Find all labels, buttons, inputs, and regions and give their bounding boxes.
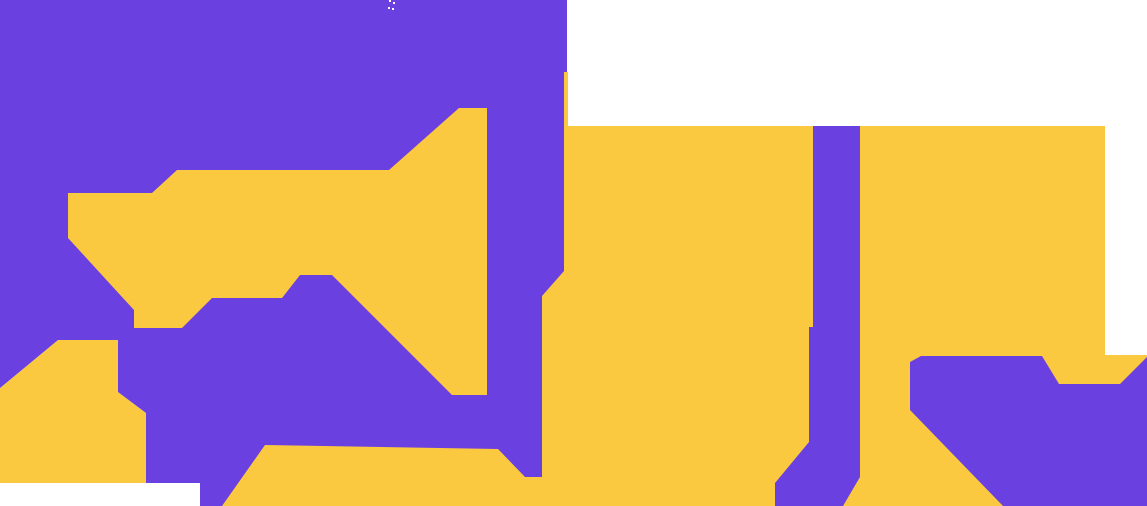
purple-bottom-right-mass [910,356,1147,506]
white-top-right-region [568,0,1147,355]
yellow-left-island [68,108,487,395]
yellow-bottom-left-wedge [0,340,146,483]
purple-vertical-stripe [775,126,860,506]
white-speck-1 [389,0,391,2]
white-bottom-left-strip [0,483,200,506]
white-speck-2 [393,2,395,4]
white-speck-3 [388,7,390,9]
white-speck-4 [392,8,394,10]
